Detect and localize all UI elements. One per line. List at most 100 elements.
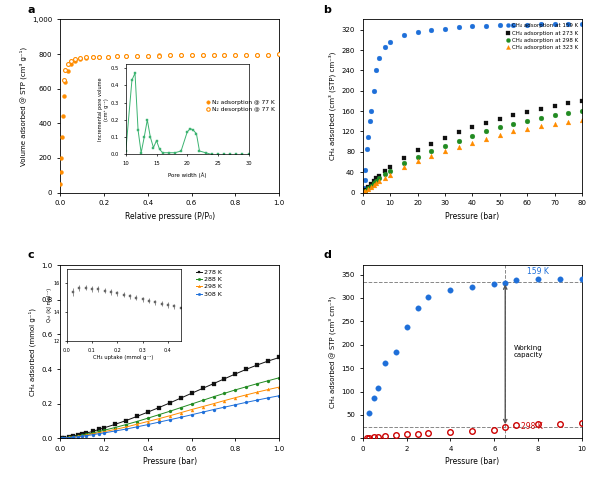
- N₂ adsorption @ 77 K: [122, 53, 130, 59]
- N₂ desorption @ 77 K: [67, 58, 74, 64]
- 298 K: [111, 427, 118, 432]
- CH₄ adsorption at 298 K: [370, 181, 377, 187]
- Y-axis label: CH₄ adsorbed (cm³ (STP) cm⁻³): CH₄ adsorbed (cm³ (STP) cm⁻³): [328, 52, 336, 160]
- CH₄ adsorption at 323 K: [362, 188, 369, 194]
- 308 K: [70, 434, 77, 440]
- CH₄ adsorption at 159 K: [510, 21, 517, 27]
- CH₄ adsorption at 323 K: [510, 129, 517, 134]
- N₂ adsorption @ 77 K: [76, 56, 83, 62]
- N₂ desorption @ 77 K: [89, 54, 97, 60]
- CH₄ adsorption at 159 K: [360, 188, 367, 194]
- N₂ adsorption @ 77 K: [276, 52, 283, 57]
- 288 K: [221, 391, 228, 396]
- Line: CH₄ adsorption at 323 K: CH₄ adsorption at 323 K: [361, 118, 584, 195]
- CH₄ adsorption at 323 K: [551, 121, 558, 127]
- 298 K: [70, 434, 77, 440]
- 288 K: [70, 433, 77, 439]
- 308 K: [83, 433, 90, 439]
- 288 K: [199, 397, 206, 403]
- N₂ desorption @ 77 K: [221, 52, 228, 58]
- CH₄ adsorption at 323 K: [578, 117, 586, 123]
- CH₄ adsorption at 298 K: [367, 183, 374, 189]
- N₂ adsorption @ 77 K: [177, 53, 184, 58]
- N₂ adsorption @ 77 K: [232, 52, 239, 57]
- 288 K: [166, 409, 173, 414]
- CH₄ adsorption at 273 K: [381, 168, 388, 174]
- Text: Working
capacity: Working capacity: [514, 345, 544, 358]
- 278 K: [199, 386, 206, 392]
- CH₄ adsorption at 323 K: [367, 185, 374, 190]
- CH₄ adsorption at 273 K: [565, 100, 572, 106]
- N₂ adsorption @ 77 K: [62, 79, 69, 85]
- CH₄ adsorption at 273 K: [428, 141, 435, 147]
- Y-axis label: CH₄ adsorbed @ STP (cm³ cm⁻³): CH₄ adsorbed @ STP (cm³ cm⁻³): [328, 296, 336, 408]
- N₂ desorption @ 77 K: [177, 53, 184, 58]
- 288 K: [79, 432, 86, 438]
- 278 K: [210, 381, 217, 387]
- 298 K: [177, 410, 184, 415]
- 278 K: [111, 422, 118, 428]
- 298 K: [74, 433, 81, 439]
- N₂ desorption @ 77 K: [276, 52, 283, 57]
- CH₄ adsorption at 298 K: [362, 187, 369, 193]
- N₂ desorption @ 77 K: [199, 52, 206, 58]
- CH₄ adsorption at 323 K: [414, 158, 421, 164]
- CH₄ adsorption at 159 K: [537, 21, 544, 27]
- 298 K: [79, 433, 86, 439]
- CH₄ adsorption at 273 K: [370, 178, 377, 184]
- 288 K: [188, 401, 195, 407]
- N₂ adsorption @ 77 K: [64, 69, 71, 75]
- 298 K: [133, 421, 140, 427]
- N₂ desorption @ 77 K: [232, 52, 239, 58]
- N₂ adsorption @ 77 K: [61, 93, 68, 98]
- CH₄ adsorption at 159 K: [366, 118, 373, 124]
- CH₄ adsorption at 323 K: [469, 140, 476, 146]
- CH₄ adsorption at 273 K: [482, 120, 490, 126]
- CH₄ adsorption at 323 K: [360, 189, 367, 195]
- 288 K: [83, 431, 90, 437]
- N₂ adsorption @ 77 K: [96, 54, 103, 60]
- CH₄ adsorption at 273 K: [537, 106, 544, 112]
- X-axis label: Pressure (bar): Pressure (bar): [143, 457, 197, 467]
- N₂ adsorption @ 77 K: [56, 181, 64, 187]
- 308 K: [188, 412, 195, 418]
- CH₄ adsorption at 159 K: [362, 167, 369, 172]
- 288 K: [111, 425, 118, 431]
- 278 K: [155, 405, 162, 411]
- N₂ adsorption @ 77 K: [166, 53, 173, 58]
- CH₄ adsorption at 273 K: [496, 116, 503, 122]
- N₂ adsorption @ 77 K: [83, 55, 90, 61]
- 278 K: [188, 391, 195, 396]
- CH₄ adsorption at 159 K: [455, 24, 462, 30]
- N₂ adsorption @ 77 K: [133, 53, 140, 59]
- N₂ adsorption @ 77 K: [58, 134, 65, 140]
- CH₄ adsorption at 298 K: [469, 132, 476, 138]
- N₂ desorption @ 77 K: [188, 53, 195, 58]
- Line: 298 K: 298 K: [61, 386, 281, 440]
- CH₄ adsorption at 298 K: [361, 188, 368, 194]
- Line: 278 K: 278 K: [61, 356, 281, 439]
- CH₄ adsorption at 159 K: [361, 177, 368, 183]
- CH₄ adsorption at 273 K: [386, 164, 394, 170]
- 278 K: [133, 413, 140, 419]
- CH₄ adsorption at 159 K: [376, 55, 383, 60]
- 298 K: [276, 384, 283, 390]
- Text: a: a: [27, 4, 35, 15]
- CH₄ adsorption at 298 K: [365, 186, 372, 191]
- CH₄ adsorption at 273 K: [469, 125, 476, 131]
- 278 K: [96, 427, 103, 432]
- N₂ adsorption @ 77 K: [72, 58, 79, 64]
- Text: c: c: [27, 250, 34, 261]
- 288 K: [100, 428, 107, 433]
- N₂ desorption @ 77 K: [62, 67, 69, 73]
- CH₄ adsorption at 298 K: [386, 168, 394, 173]
- 278 K: [74, 432, 81, 438]
- 278 K: [232, 371, 239, 377]
- CH₄ adsorption at 298 K: [510, 121, 517, 127]
- 278 K: [144, 409, 151, 415]
- CH₄ adsorption at 273 K: [442, 134, 449, 140]
- 288 K: [74, 433, 81, 439]
- 308 K: [111, 428, 118, 434]
- N₂ desorption @ 77 K: [104, 54, 112, 59]
- N₂ desorption @ 77 K: [61, 77, 68, 83]
